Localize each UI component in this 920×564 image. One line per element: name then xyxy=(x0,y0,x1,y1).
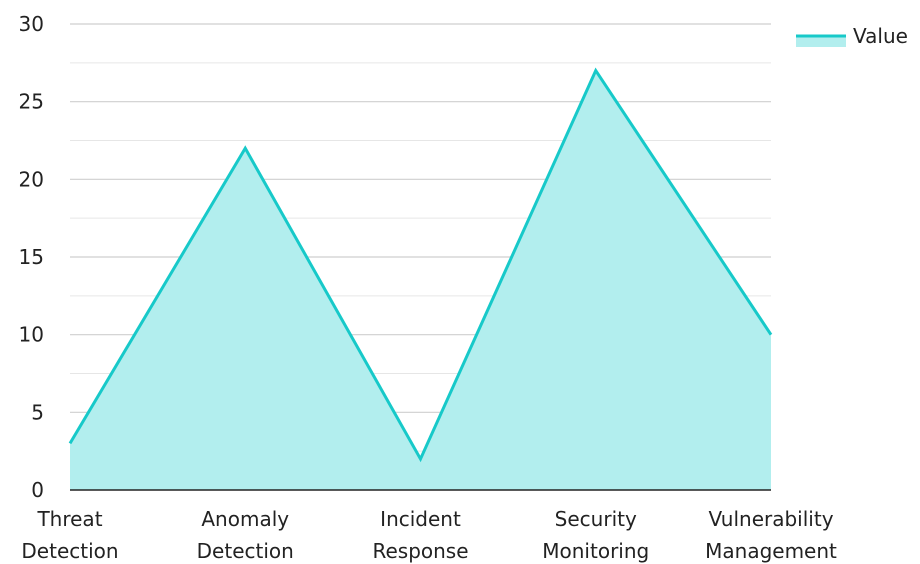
legend: Value xyxy=(796,24,908,48)
series-area xyxy=(68,67,773,490)
area-fill xyxy=(70,70,771,490)
x-tick-label: Security Monitoring xyxy=(542,507,649,563)
y-tick-label: 25 xyxy=(19,90,44,114)
x-tick-label: Anomaly Detection xyxy=(197,507,294,563)
y-tick-label: 10 xyxy=(19,323,44,347)
x-tick-label: Incident Response xyxy=(372,507,468,563)
y-tick-label: 15 xyxy=(19,245,44,269)
x-axis-tick-labels: Threat Detection Anomaly Detection Incident R… xyxy=(21,507,837,563)
x-tick-label: Vulnerability Management xyxy=(705,507,837,563)
y-axis-tick-labels: 0 5 10 15 20 25 30 xyxy=(19,12,44,502)
legend-swatch xyxy=(796,35,846,47)
y-tick-label: 30 xyxy=(19,12,44,36)
y-tick-label: 5 xyxy=(31,400,44,424)
legend-label: Value xyxy=(853,24,908,48)
x-tick-label: Threat Detection xyxy=(21,507,118,563)
y-tick-label: 20 xyxy=(19,167,44,191)
y-tick-label: 0 xyxy=(31,478,44,502)
